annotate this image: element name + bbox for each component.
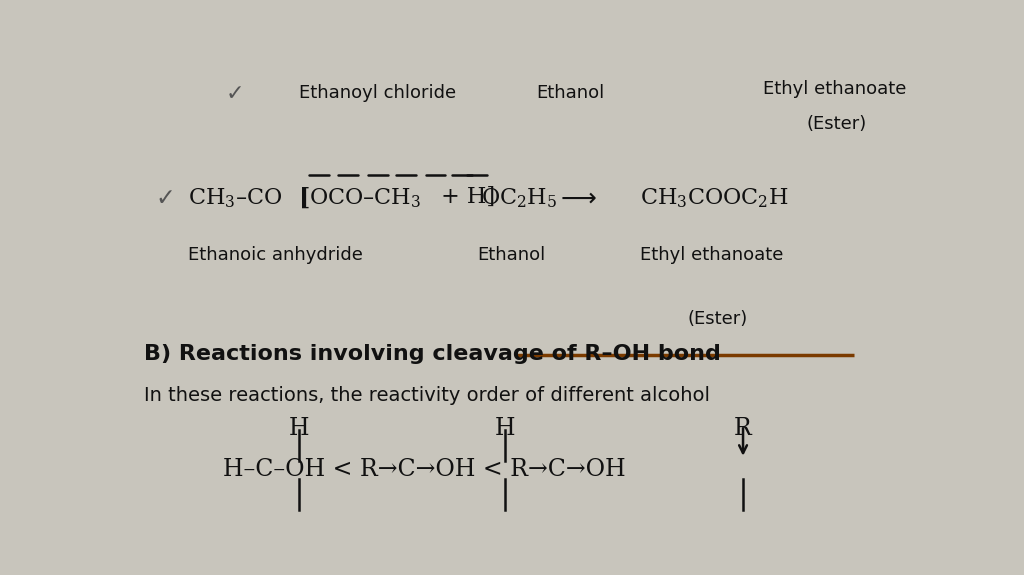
Text: H–C–OH < R→C→OH < R→C→OH: H–C–OH < R→C→OH < R→C→OH	[223, 458, 626, 481]
Text: + H]: + H]	[433, 186, 495, 208]
Text: Ethyl ethanoate: Ethyl ethanoate	[640, 246, 783, 264]
Text: $\mathregular{CH_3}$–CO: $\mathregular{CH_3}$–CO	[187, 186, 282, 210]
Text: $\mathregular{CH_3COOC_2H}$: $\mathregular{CH_3COOC_2H}$	[640, 186, 788, 210]
Text: Ethanoic anhydride: Ethanoic anhydride	[187, 246, 362, 264]
Text: Ethanol: Ethanol	[477, 246, 546, 264]
Text: OCO–$\mathregular{CH_3}$: OCO–$\mathregular{CH_3}$	[309, 186, 421, 210]
Text: R: R	[734, 416, 752, 439]
Text: [: [	[299, 186, 310, 210]
Text: In these reactions, the reactivity order of different alcohol: In these reactions, the reactivity order…	[143, 386, 710, 405]
Text: B) Reactions involving cleavage of R–OH bond: B) Reactions involving cleavage of R–OH …	[143, 343, 721, 363]
Text: H: H	[289, 416, 309, 439]
Text: ✓: ✓	[156, 186, 175, 210]
Text: (Ester): (Ester)	[687, 310, 748, 328]
Text: $\mathregular{OC_2H_5}$: $\mathregular{OC_2H_5}$	[481, 186, 557, 210]
Text: Ethanoyl chloride: Ethanoyl chloride	[299, 85, 456, 102]
Text: ⟶: ⟶	[560, 186, 596, 210]
Text: H: H	[495, 416, 515, 439]
Text: ✓: ✓	[226, 85, 245, 105]
Text: (Ester): (Ester)	[807, 116, 866, 133]
Text: Ethyl ethanoate: Ethyl ethanoate	[763, 80, 906, 98]
Text: Ethanol: Ethanol	[537, 85, 605, 102]
